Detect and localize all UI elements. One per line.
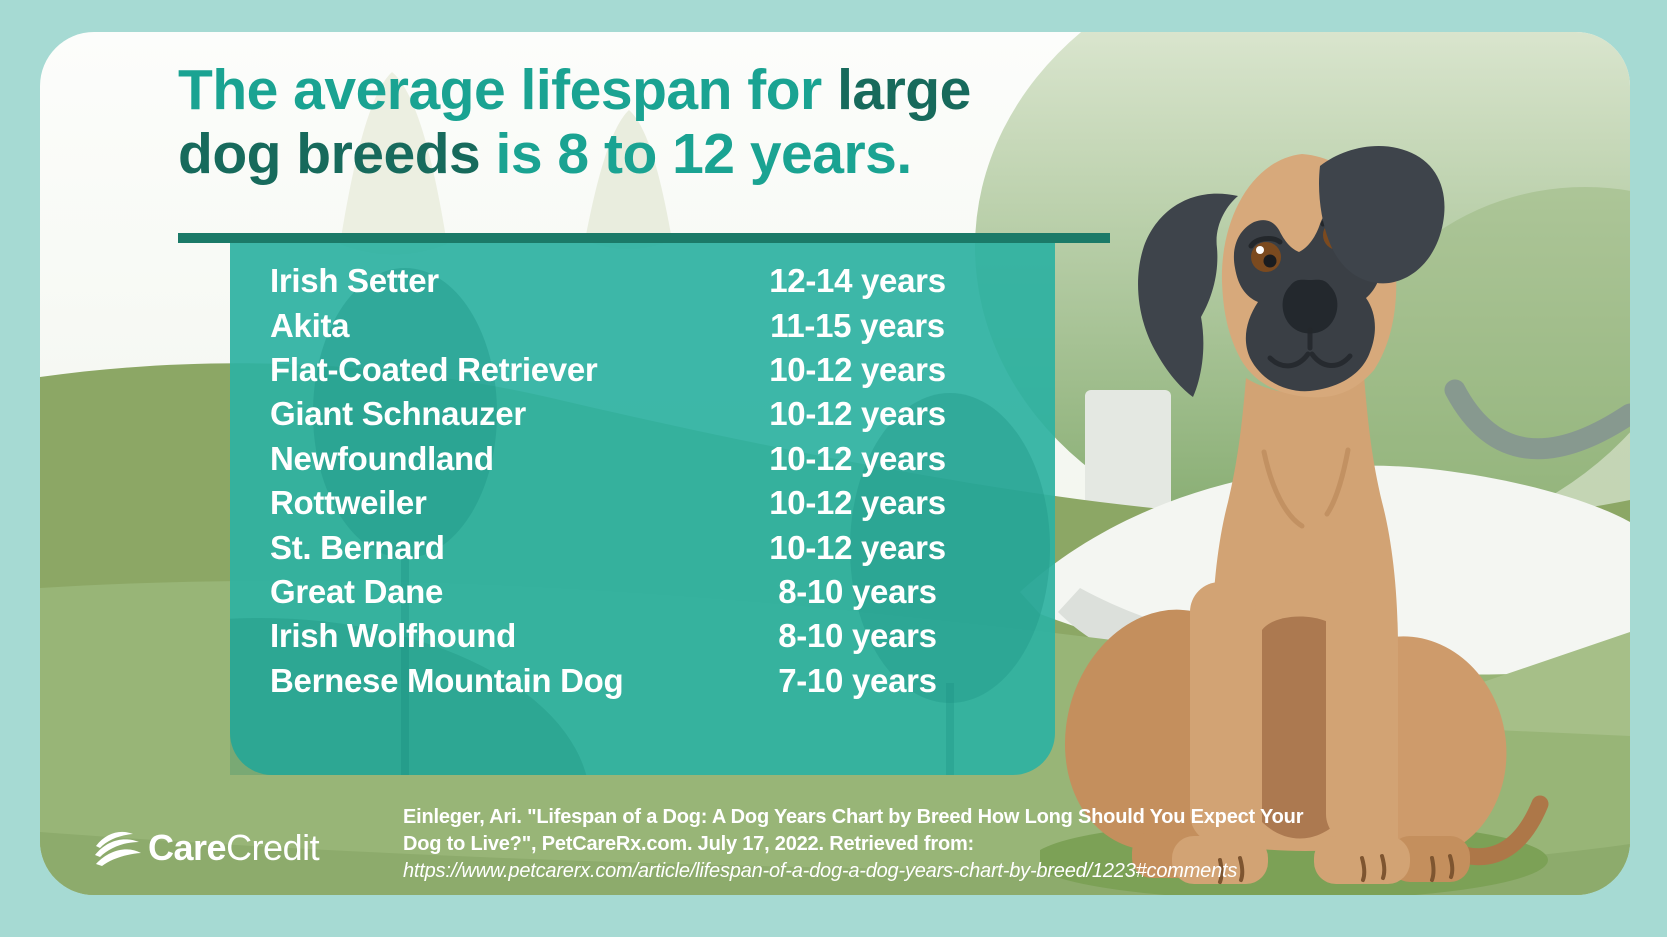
table-row: Irish Setter 12-14 years [270,259,975,303]
table-row: Akita 11-15 years [270,303,975,347]
breed-name: Rottweiler [270,484,427,522]
breed-name: Giant Schnauzer [270,395,526,433]
lifespan-value: 10-12 years [769,439,946,477]
dog-chest-lines [1261,447,1351,529]
table-row: Newfoundland 10-12 years [270,437,975,481]
lifespan-value: 10-12 years [769,350,946,388]
citation-url: https://www.petcarerx.com/article/lifesp… [403,860,1238,882]
page-title: The average lifespan for large dog breed… [178,58,971,186]
breed-name: St. Bernard [270,528,445,566]
title-line-2: dog breeds is 8 to 12 years. [178,122,912,186]
dog-front-leg [1326,582,1392,844]
breed-name: Irish Wolfhound [270,617,517,655]
dog-hind-paw [1390,836,1470,882]
citation-line: Dog to Live?", PetCareRx.com. July 17, 2… [403,833,975,855]
lifespan-value: 8-10 years [778,572,937,610]
dog-front-leg [1190,582,1256,844]
dog-right-ear [1319,145,1445,284]
table-row: Rottweiler 10-12 years [270,481,975,525]
lifespan-value: 8-10 years [778,617,937,655]
breed-name: Newfoundland [270,439,494,477]
breed-name: Akita [270,306,350,344]
lifespan-value: 10-12 years [769,484,946,522]
infographic-card: The average lifespan for large dog breed… [40,32,1630,895]
title-line-1: The average lifespan for large [178,58,971,122]
breed-name: Great Dane [270,572,444,610]
dog-front-toes [1218,854,1387,884]
breed-name: Irish Setter [270,262,439,300]
branch-icon [1444,379,1630,460]
logo-text-care: Care [148,827,227,868]
lifespan-value: 10-12 years [769,528,946,566]
carecredit-wordmark: CareCredit [148,827,320,869]
table-row: Great Dane 8-10 years [270,570,975,614]
lifespan-value: 11-15 years [770,306,945,344]
breed-name: Bernese Mountain Dog [270,661,624,699]
dog-mouth [1267,327,1353,369]
citation: Einleger, Ari. "Lifespan of a Dog: A Dog… [403,804,1303,885]
lifespan-panel: Irish Setter 12-14 years Akita 11-15 years… [230,243,1055,775]
table-row: Giant Schnauzer 10-12 years [270,392,975,436]
lifespan-value: 10-12 years [769,395,946,433]
dog-hind-toes [1430,854,1455,882]
lifespan-value: 7-10 years [778,661,937,699]
lifespan-table: Irish Setter 12-14 years Akita 11-15 years… [270,259,975,703]
dog-leg-gap-shadow [1262,616,1338,839]
dog-nose [1282,279,1338,334]
logo-text-credit: Credit [226,827,320,868]
carecredit-swoosh-icon [95,831,141,866]
carecredit-logo: CareCredit [92,826,320,870]
table-row: Bernese Mountain Dog 7-10 years [270,659,975,703]
faint-tree-icon [585,110,672,249]
citation-line: Einleger, Ari. "Lifespan of a Dog: A Dog… [403,806,1304,828]
table-row: Irish Wolfhound 8-10 years [270,614,975,658]
breed-name: Flat-Coated Retriever [270,350,598,388]
dog-left-eye [1248,236,1283,272]
table-row: Flat-Coated Retriever 10-12 years [270,348,975,392]
faint-tree-icon [340,72,447,255]
dog-left-ear [1138,193,1238,397]
title-divider [178,233,1110,243]
lifespan-value: 12-14 years [769,262,946,300]
dog-illustration [1040,145,1549,895]
table-row: St. Bernard 10-12 years [270,525,975,569]
